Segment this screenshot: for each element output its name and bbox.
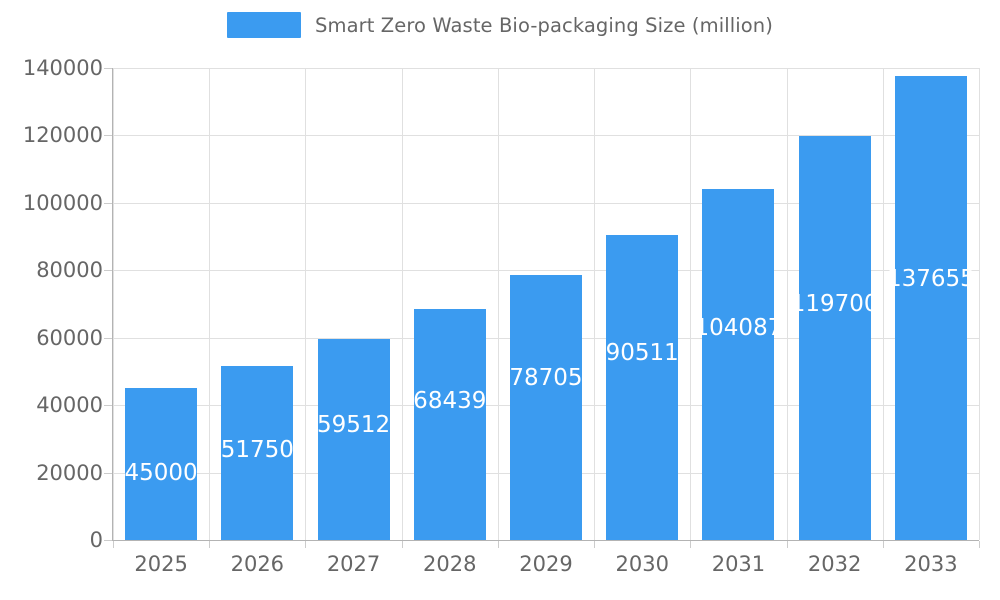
bar-value-label-2029: 78705 — [509, 365, 583, 391]
y-axis-line — [112, 68, 113, 541]
bar-group: 45000 — [113, 68, 209, 540]
legend-swatch-series-0[interactable] — [227, 12, 302, 38]
gridline-y-7 — [113, 68, 979, 69]
y-axis-tick-mark — [104, 337, 112, 339]
y-axis-tick-mark — [104, 270, 112, 272]
x-axis-tick-label: 2029 — [519, 552, 573, 576]
y-axis-tick-label: 120000 — [22, 123, 103, 148]
chart-legend: Smart Zero Waste Bio-packaging Size (mil… — [0, 12, 1000, 38]
gridline-x-4 — [498, 68, 499, 540]
bar-group: 78705 — [498, 68, 594, 540]
x-axis-tick-mark — [594, 541, 595, 548]
x-axis-tick-mark — [690, 541, 691, 548]
gridline-x-5 — [594, 68, 595, 540]
x-axis-line — [113, 540, 979, 541]
bar-group: 59512 — [305, 68, 401, 540]
y-axis-tick-label: 60000 — [36, 325, 103, 350]
x-axis-tick-mark — [305, 541, 306, 548]
x-axis-tick-label: 2025 — [134, 552, 188, 576]
y-axis-tick-mark — [104, 202, 112, 204]
x-axis-tick-mark — [113, 541, 114, 548]
gridline-x-2 — [305, 68, 306, 540]
bar-value-label-2026: 51750 — [220, 437, 294, 463]
bar-group: 68439 — [402, 68, 498, 540]
bar-value-label-2033: 137655 — [886, 266, 975, 292]
x-axis-labels: 2025 2026 2027 2028 2029 2030 2031 2032 2033 — [113, 552, 979, 592]
x-axis-tick-label: 2032 — [807, 552, 862, 576]
plot-category-gridlines — [113, 68, 980, 540]
x-axis-tick-mark — [787, 541, 788, 548]
bar-2031[interactable] — [702, 189, 775, 540]
y-axis-tick-label: 20000 — [36, 460, 103, 485]
gridline-y-6 — [113, 135, 979, 137]
x-axis-tick-label: 2033 — [904, 552, 958, 576]
x-axis-tick-label: 2030 — [615, 552, 669, 576]
y-axis-labels: 0 20000 40000 60000 80000 100000 120000 140000 — [0, 56, 103, 552]
bar-value-label-2030: 90511 — [605, 340, 679, 366]
x-axis-tick-label: 2028 — [423, 552, 477, 576]
y-axis-tick-mark — [104, 405, 112, 407]
gridline-x-0 — [113, 68, 114, 540]
gridline-x-8 — [883, 68, 884, 540]
bar-value-label-2031: 104087 — [694, 315, 783, 341]
gridline-y-4 — [113, 270, 979, 272]
y-axis-tick-mark — [104, 540, 112, 541]
y-axis-tick-mark — [104, 68, 112, 69]
bar-2033[interactable] — [894, 75, 967, 540]
bar-2027[interactable] — [317, 339, 390, 540]
y-axis-tick-label: 140000 — [22, 56, 103, 80]
bar-value-label-2032: 119700 — [790, 291, 879, 317]
bar-group: 51750 — [209, 68, 305, 540]
gridline-x-6 — [690, 68, 691, 540]
gridline-x-7 — [787, 68, 788, 540]
gridline-x-1 — [209, 68, 210, 540]
bar-group: 104087 — [690, 68, 786, 540]
bar-2030[interactable] — [606, 234, 679, 540]
bar-2025[interactable] — [125, 388, 198, 540]
x-axis-tick-mark — [498, 541, 499, 548]
bar-series-smart-zero-waste-bio-packaging: 45000 51750 59512 68439 78705 90511 104087 1197… — [113, 68, 979, 540]
bar-2028[interactable] — [413, 309, 486, 540]
bar-group: 90511 — [594, 68, 690, 540]
bar-2032[interactable] — [798, 136, 871, 540]
x-axis-tick-label: 2031 — [711, 552, 766, 576]
x-axis-tick-mark — [402, 541, 403, 548]
y-axis-tick-label: 0 — [89, 528, 103, 552]
x-axis-tick-mark — [883, 541, 884, 548]
bar-value-label-2028: 68439 — [413, 388, 487, 414]
y-axis-tick-mark — [104, 135, 112, 137]
bar-2029[interactable] — [509, 274, 582, 540]
bar-value-label-2027: 59512 — [316, 412, 391, 438]
gridline-x-3 — [402, 68, 403, 540]
bar-group: 119700 — [787, 68, 883, 540]
x-axis-tick-mark — [979, 541, 980, 548]
x-axis-tick-label: 2027 — [326, 552, 381, 576]
y-axis-tick-label: 40000 — [36, 393, 103, 418]
bar-2026[interactable] — [221, 365, 294, 540]
gridline-x-9 — [979, 68, 980, 540]
bar-group: 137655 — [883, 68, 979, 540]
x-axis-tick-mark — [209, 541, 210, 548]
bar-value-label-2025: 45000 — [124, 460, 198, 486]
y-axis-tick-label: 80000 — [36, 258, 103, 283]
x-axis-tick-label: 2026 — [230, 552, 285, 576]
y-axis-tick-mark — [104, 472, 112, 474]
gridline-y-5 — [113, 202, 979, 204]
y-axis-tick-label: 100000 — [22, 190, 103, 215]
legend-label-series-0[interactable]: Smart Zero Waste Bio-packaging Size (mil… — [315, 13, 773, 37]
